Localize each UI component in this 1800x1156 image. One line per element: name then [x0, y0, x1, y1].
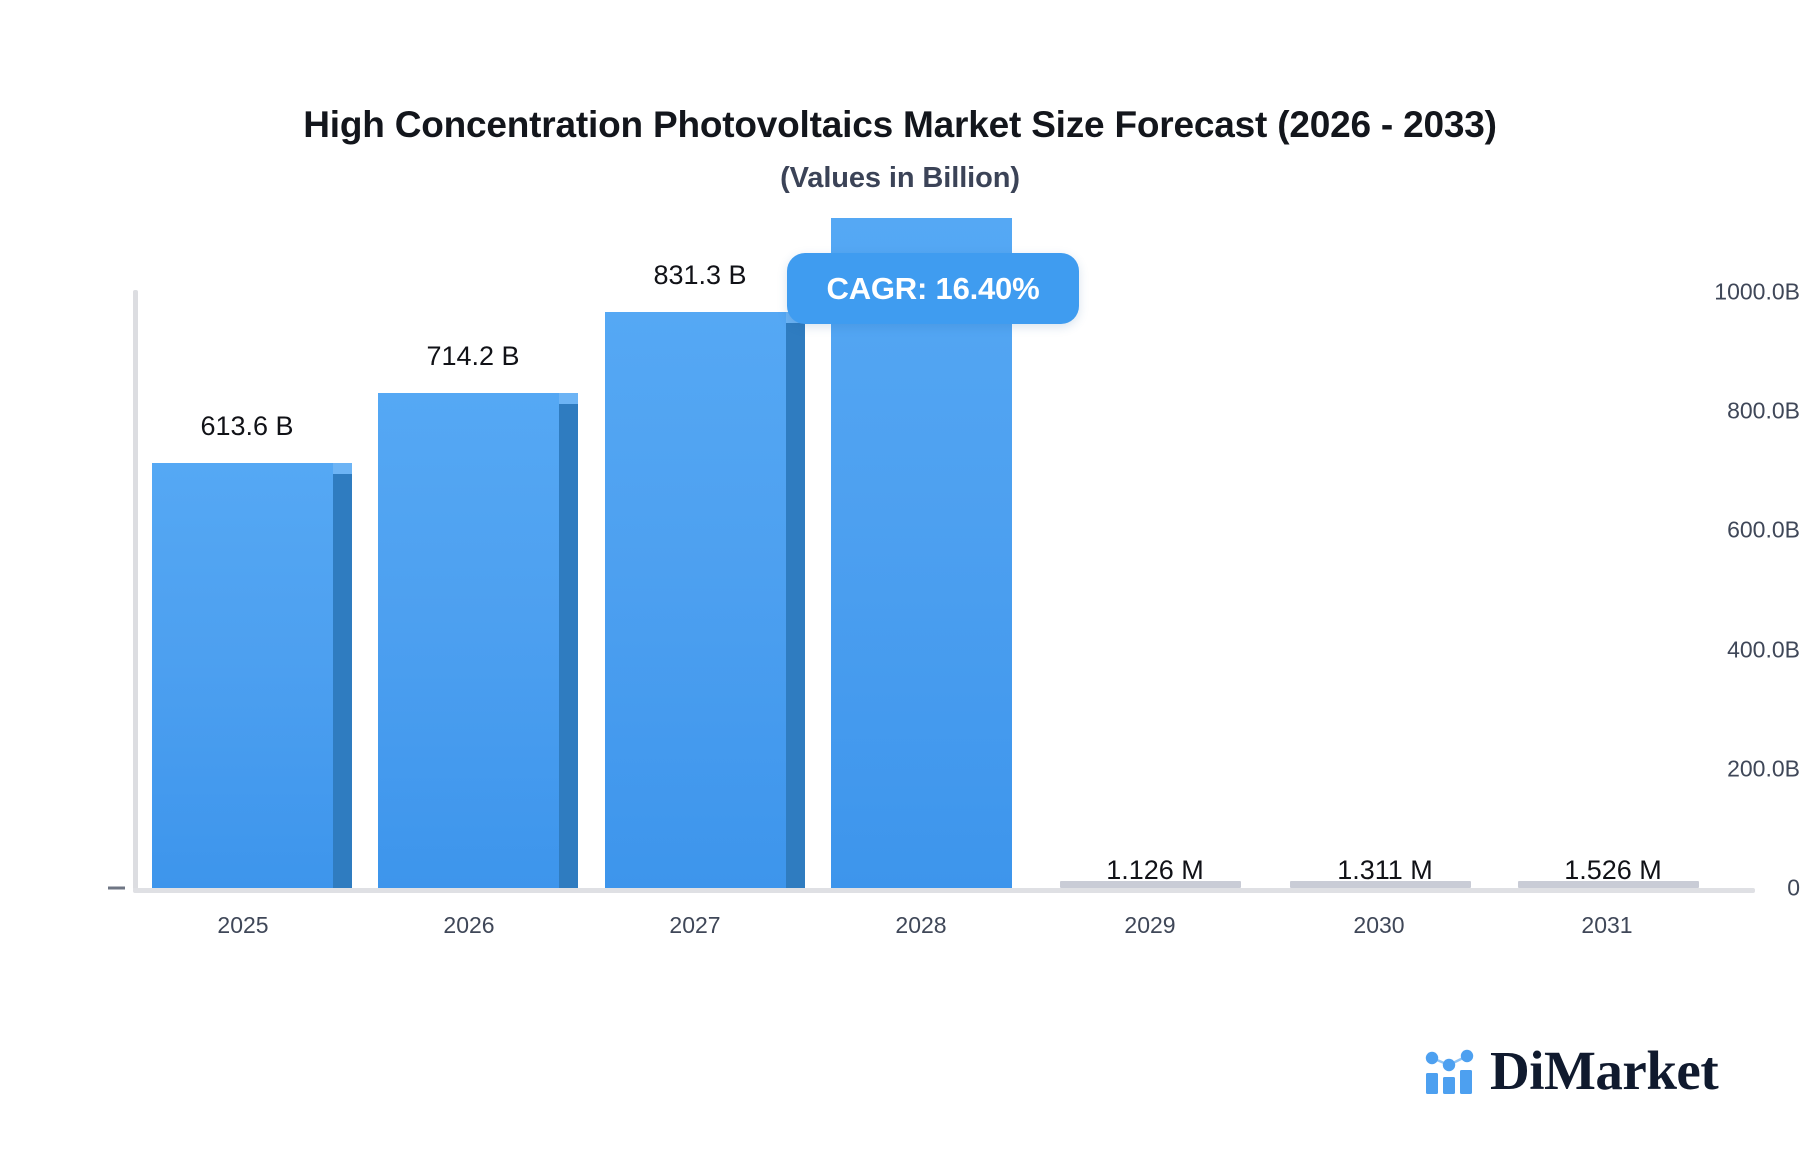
- bar-face: [831, 218, 1012, 888]
- y-axis-line: [133, 290, 138, 890]
- bar-value-label: 714.2 B: [426, 341, 520, 371]
- y-axis-tick-label: 400.0B: [1727, 636, 1800, 663]
- bar-face: [152, 463, 333, 888]
- bar[interactable]: [1518, 881, 1699, 888]
- brand-name: DiMarket: [1490, 1040, 1719, 1101]
- bar[interactable]: [378, 393, 578, 888]
- bar-face: [605, 312, 786, 888]
- x-axis-tick-label: 2026: [443, 912, 495, 938]
- bar[interactable]: [1290, 881, 1471, 888]
- bar-value-label: 1.126 M: [1106, 855, 1204, 885]
- bar-value-label: 1.526 M: [1564, 855, 1662, 885]
- bar-side-face: [786, 323, 805, 888]
- bar[interactable]: [1060, 881, 1241, 888]
- x-axis-tick-label: 2029: [1124, 912, 1176, 938]
- x-axis-baseline: [133, 888, 1755, 893]
- bar-top-face: [333, 463, 352, 474]
- y-axis-tick-label: 800.0B: [1727, 397, 1800, 424]
- x-axis-tick-label: 2027: [669, 912, 721, 938]
- bar[interactable]: [605, 312, 805, 888]
- bar-value-label: 613.6 B: [200, 411, 294, 441]
- x-axis-tick-label: 2025: [217, 912, 269, 938]
- x-axis-tick-label: 2031: [1581, 912, 1633, 938]
- y-axis-tick-label: 1000.0B: [1714, 278, 1800, 305]
- bar-value-label: 1.311 M: [1337, 855, 1433, 885]
- cagr-badge-label: CAGR: 16.40%: [826, 270, 1040, 306]
- bar-side-face: [559, 404, 578, 888]
- cagr-badge[interactable]: CAGR: 16.40%: [787, 253, 1079, 324]
- x-axis-tick-label: 2030: [1353, 912, 1405, 938]
- y-axis-zero-tick-mark: [108, 886, 125, 890]
- chart-subtitle: (Values in Billion): [780, 161, 1020, 194]
- page-title: High Concentration Photovoltaics Market …: [303, 104, 1497, 145]
- bar-top-face: [559, 393, 578, 404]
- bar-face: [378, 393, 559, 888]
- bar-side-face: [333, 474, 352, 888]
- bar-chart-line-icon: [1425, 1049, 1474, 1094]
- y-axis-tick-label: 600.0B: [1727, 516, 1800, 543]
- title-block: High Concentration Photovoltaics Market …: [0, 104, 1800, 195]
- bar[interactable]: [152, 463, 352, 888]
- bar[interactable]: [831, 218, 1012, 888]
- y-axis-tick-label: 0: [1787, 874, 1800, 901]
- bar-value-label: 831.3 B: [653, 260, 747, 290]
- y-axis-tick-label: 200.0B: [1727, 755, 1800, 782]
- brand-logo: DiMarket: [1424, 1040, 1719, 1101]
- x-axis-tick-label: 2028: [895, 912, 947, 938]
